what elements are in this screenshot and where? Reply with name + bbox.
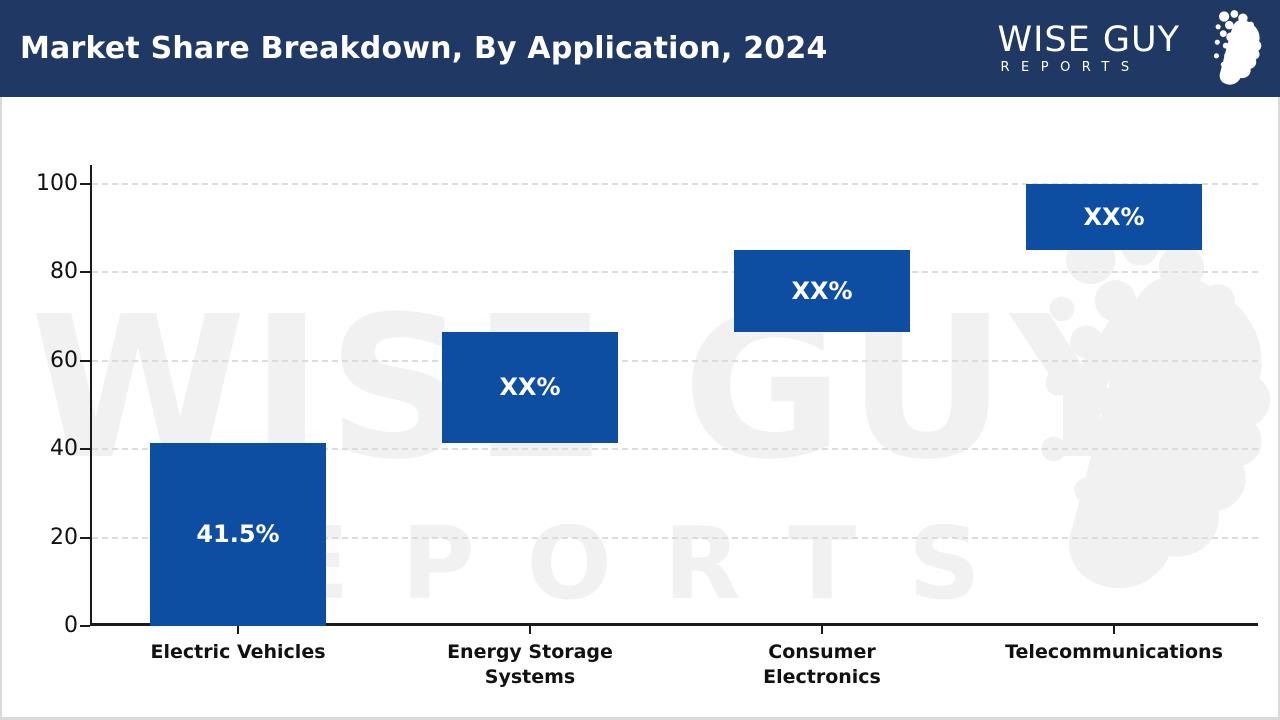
brand-logo: WISE GUY REPORTS [997,8,1262,90]
y-tick-100 [80,183,90,185]
y-tick-label-0: 0 [64,613,78,638]
x-axis-label-line: Energy Storage [447,641,613,663]
y-tick-80 [80,271,90,274]
y-tick-0 [80,625,90,627]
gridline-100 [92,183,1258,185]
y-tick-20 [80,536,90,539]
y-tick-40 [80,448,90,451]
header: Market Share Breakdown, By Application, … [0,0,1280,97]
bar-value-label: XX% [1083,203,1145,232]
plot: 0 20 40 60 80 100 41.5% Electric Vehicles XX% Ene… [36,165,1258,688]
logo-subtext: REPORTS [1000,60,1141,75]
x-axis-label-consumer-electronics: Consumer Electronics [692,640,952,690]
x-tick-electric-vehicles [237,626,239,634]
y-tick-label-40: 40 [50,436,78,462]
gridline-60 [92,359,1258,362]
page-title: Market Share Breakdown, By Application, … [20,31,828,66]
x-axis-label-electric-vehicles: Electric Vehicles [108,640,368,665]
bar-energy-storage-systems: XX% [442,332,618,443]
y-tick-label-100: 100 [36,171,78,196]
y-tick-60 [80,359,90,362]
gridline-80 [92,271,1258,274]
logo-face-icon [1213,9,1262,85]
y-tick-label-80: 80 [50,259,78,285]
x-tick-consumer-electronics [821,626,823,634]
x-axis-label-telecommunications: Telecommunications [984,640,1244,665]
bar-consumer-electronics: XX% [734,250,910,333]
x-tick-telecommunications [1113,626,1115,634]
y-tick-label-20: 20 [50,524,78,550]
x-axis-label-line: Electric Vehicles [150,641,326,663]
x-axis-label-line: Systems [484,666,576,688]
x-axis-label-line: Telecommunications [1005,641,1223,663]
x-axis-label-energy-storage-systems: Energy Storage Systems [400,640,660,690]
gridline-20 [92,536,1258,539]
bar-value-label: XX% [499,373,561,402]
y-tick-label-60: 60 [50,347,78,373]
x-axis-label-line: Electronics [763,666,881,688]
brand-logo-text: WISE GUY REPORTS [997,20,1180,75]
bar-telecommunications: XX% [1026,184,1202,251]
gridline-40 [92,448,1258,451]
logo-wordmark: WISE GUY [997,20,1180,60]
x-axis-label-line: Consumer [768,641,876,663]
x-tick-energy-storage-systems [529,626,531,634]
bar-value-label: XX% [791,277,853,306]
bar-electric-vehicles: 41.5% [150,442,326,626]
bar-value-label: 41.5% [196,520,280,549]
chart-area: WISE GUY REPORTS 0 20 40 60 80 100 41.5% Electr… [0,97,1280,720]
